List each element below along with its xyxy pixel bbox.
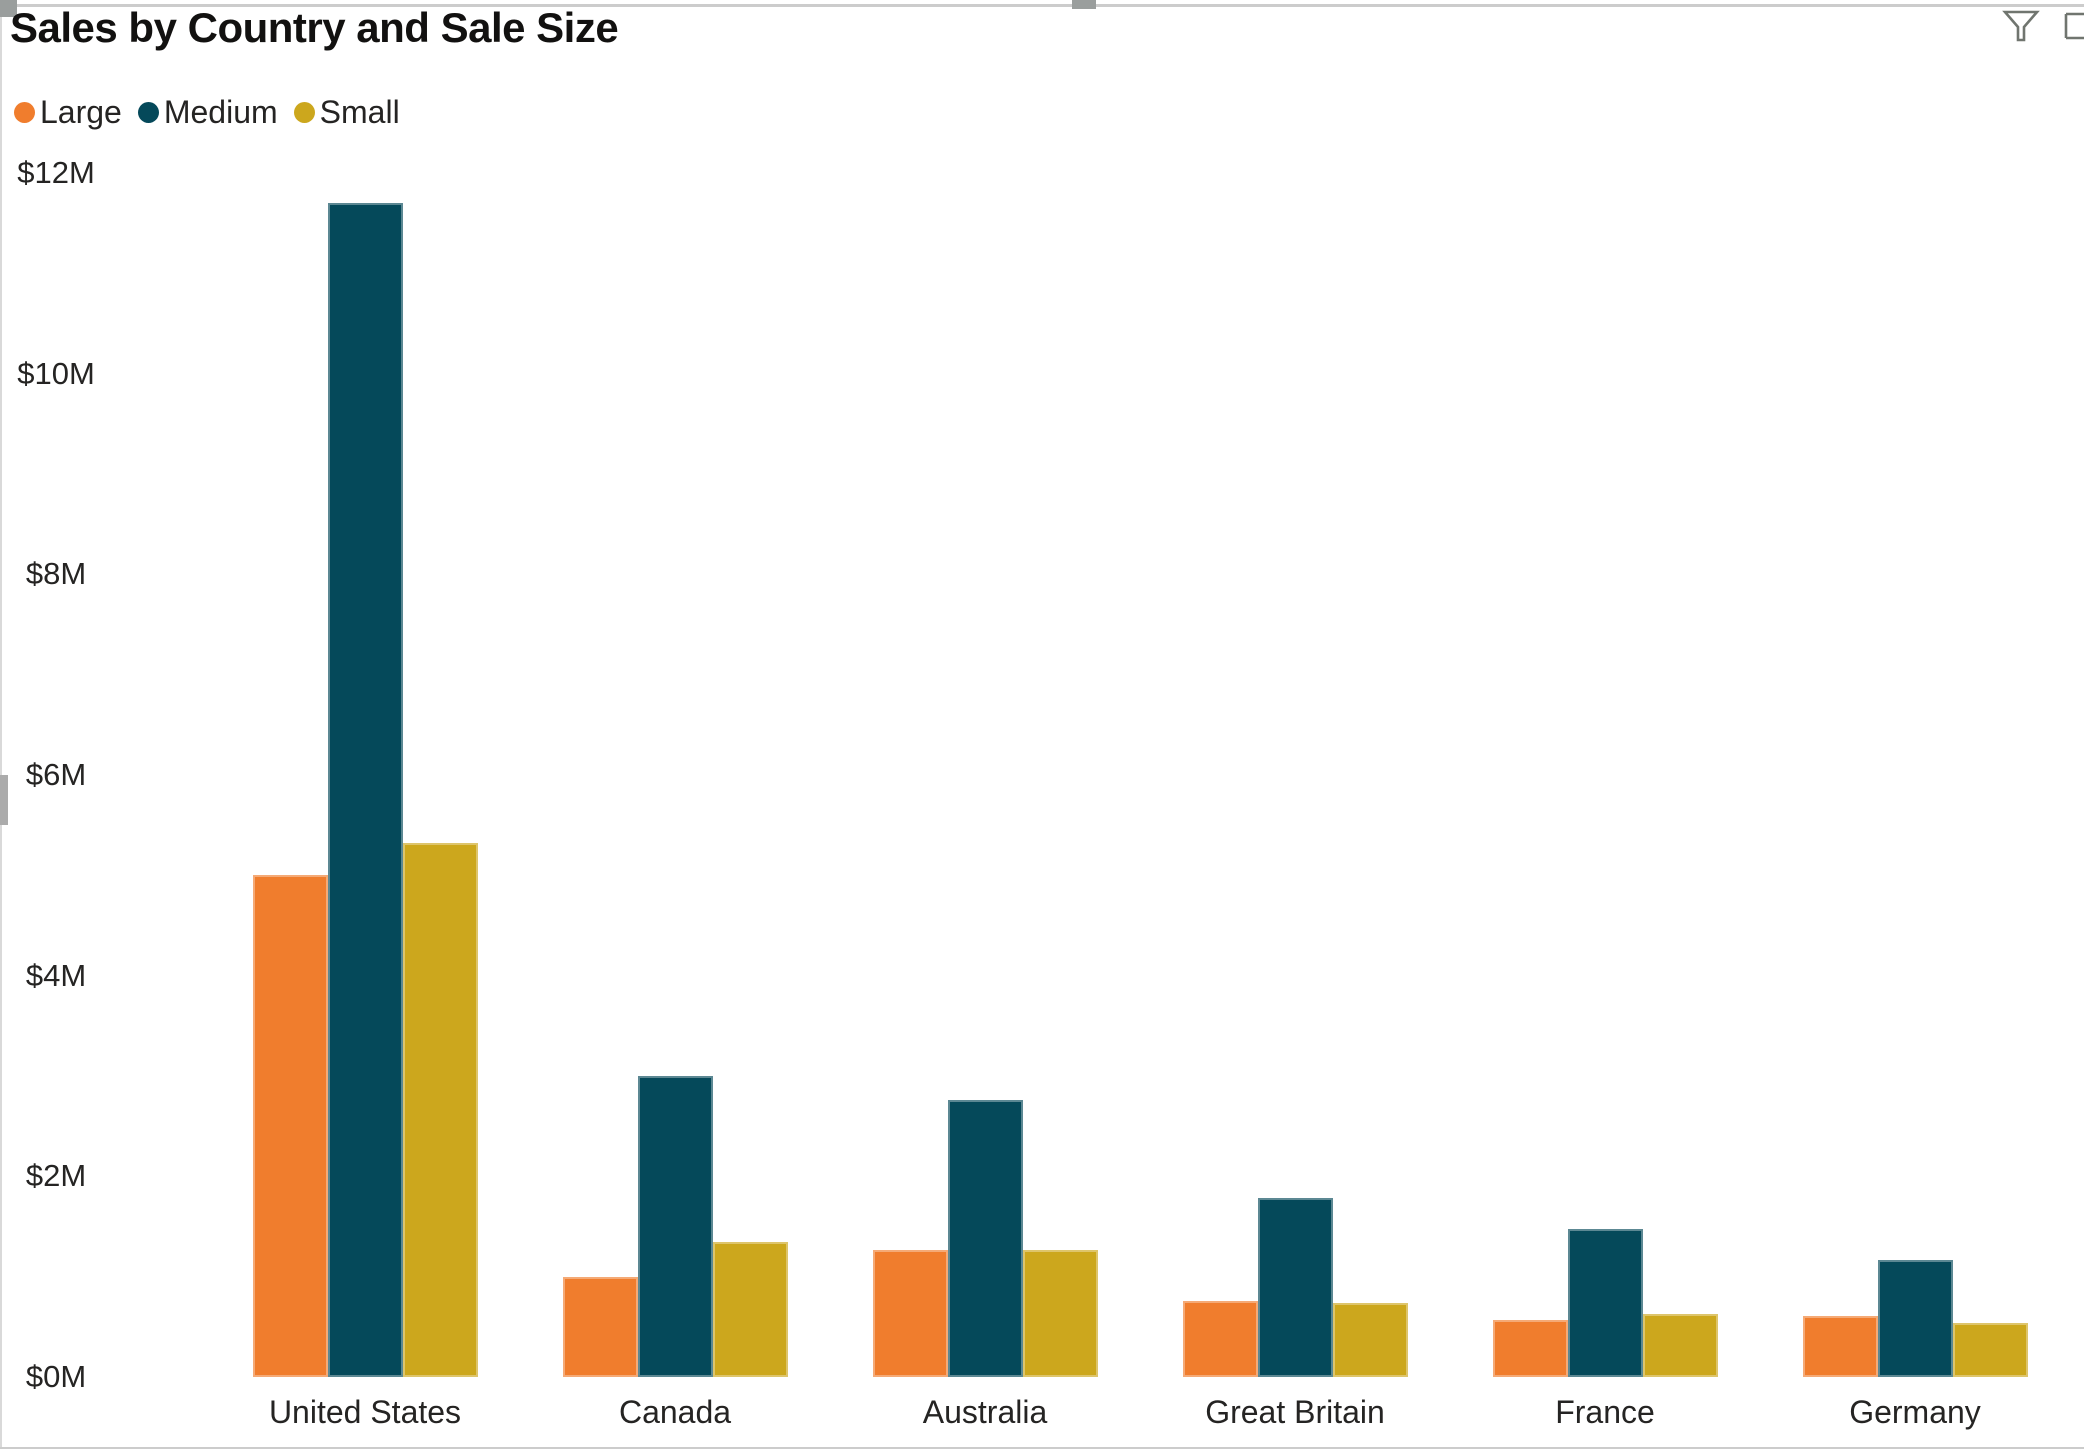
bar-small-france[interactable] — [1642, 1313, 1718, 1377]
visual-selection-border-left — [0, 4, 2, 1447]
bar-large-australia[interactable] — [872, 1249, 948, 1377]
legend-item-small[interactable]: Small — [293, 92, 400, 132]
bar-large-germany[interactable] — [1802, 1315, 1878, 1377]
visual-header-toolbar — [2002, 8, 2084, 47]
filter-funnel-icon[interactable] — [2002, 8, 2040, 47]
bar-medium-germany[interactable] — [1877, 1259, 1953, 1377]
bar-large-canada[interactable] — [562, 1276, 638, 1377]
bar-medium-france[interactable] — [1567, 1229, 1643, 1377]
x-axis-category-label-united-states: United States — [268, 1394, 462, 1430]
legend-label-large: Large — [40, 94, 122, 130]
legend-dot-icon-medium — [137, 101, 159, 123]
visual-selection-border-top — [0, 4, 2084, 7]
focus-mode-glyph — [2064, 12, 2084, 40]
y-axis-tick-label--12m: $12M — [17, 154, 95, 190]
x-axis-category-label-germany: Germany — [1849, 1394, 1981, 1430]
y-axis-tick-label--0m: $0M — [25, 1359, 87, 1394]
visual-resize-handle-left[interactable] — [0, 775, 8, 825]
bar-medium-united-states[interactable] — [327, 202, 403, 1377]
chart-title: Sales by Country and Sale Size — [10, 4, 619, 51]
bar-small-united-states[interactable] — [402, 843, 478, 1377]
bar-small-great-britain[interactable] — [1332, 1302, 1408, 1377]
focus-mode-icon[interactable] — [2064, 8, 2084, 47]
legend-item-large[interactable]: Large — [14, 92, 122, 132]
visual-selection-border-bottom — [0, 1447, 2084, 1449]
bar-large-great-britain[interactable] — [1182, 1300, 1258, 1377]
legend-label-small: Small — [319, 94, 400, 130]
y-axis-tick-label--8m: $8M — [25, 556, 87, 592]
bar-medium-canada[interactable] — [637, 1075, 713, 1377]
filter-funnel-glyph — [2002, 10, 2040, 42]
bar-small-canada[interactable] — [712, 1241, 788, 1377]
legend-dot-icon-small — [293, 101, 315, 123]
bar-small-germany[interactable] — [1952, 1322, 2028, 1377]
bar-medium-australia[interactable] — [947, 1100, 1023, 1377]
legend-item-medium[interactable]: Medium — [137, 92, 278, 132]
bar-large-united-states[interactable] — [252, 875, 328, 1377]
x-axis-category-label-great-britain: Great Britain — [1205, 1394, 1385, 1430]
y-axis-tick-label--4m: $4M — [25, 957, 87, 993]
legend-dot-icon-large — [14, 101, 35, 123]
y-axis-tick-label--6m: $6M — [25, 756, 87, 792]
x-axis-category-label-france: France — [1555, 1394, 1655, 1430]
y-axis-tick-label--2m: $2M — [25, 1158, 87, 1194]
bar-large-france[interactable] — [1492, 1319, 1568, 1377]
legend-label-medium: Medium — [163, 94, 278, 130]
y-axis-tick-label--10m: $10M — [17, 355, 95, 391]
visual-resize-handle-top-left[interactable] — [0, 0, 17, 17]
chart-legend: Large Medium Small — [14, 92, 416, 132]
x-axis-category-label-australia: Australia — [922, 1394, 1048, 1430]
visual-resize-handle-top[interactable] — [1072, 0, 1096, 9]
bar-small-australia[interactable] — [1022, 1249, 1098, 1377]
x-axis-category-label-canada: Canada — [618, 1394, 732, 1430]
bar-medium-great-britain[interactable] — [1257, 1198, 1333, 1377]
